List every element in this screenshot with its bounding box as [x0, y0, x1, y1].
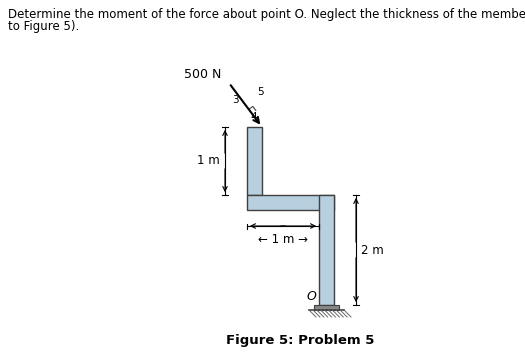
Text: ← 1 m →: ← 1 m →: [258, 233, 308, 246]
Text: 3: 3: [232, 95, 239, 106]
Text: Figure 5: Problem 5: Figure 5: Problem 5: [226, 334, 374, 347]
Text: to Figure 5).: to Figure 5).: [8, 20, 79, 33]
Bar: [314, 305, 339, 310]
Text: 500 N: 500 N: [184, 68, 221, 81]
Text: 2 m: 2 m: [361, 243, 384, 256]
Text: 5: 5: [257, 87, 264, 97]
Text: 1 m: 1 m: [197, 154, 220, 168]
Bar: [247, 127, 262, 195]
Text: 4: 4: [251, 112, 257, 122]
Text: Determine the moment of the force about point O. Neglect the thickness of the me: Determine the moment of the force about …: [8, 8, 525, 21]
Text: O: O: [306, 290, 316, 303]
Bar: [319, 195, 334, 305]
Bar: [247, 195, 334, 210]
